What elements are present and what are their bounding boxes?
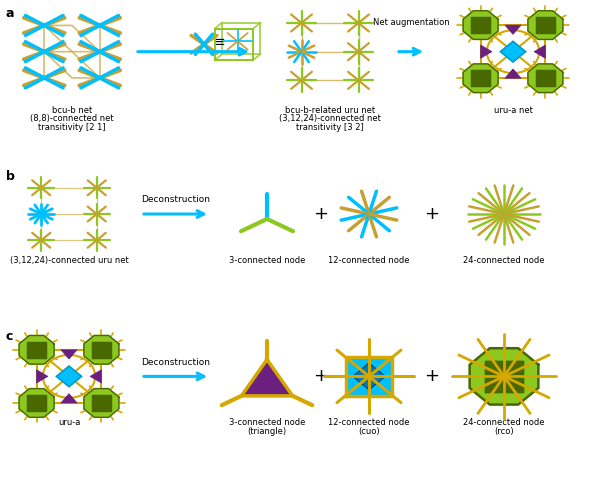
Polygon shape bbox=[353, 363, 385, 390]
Polygon shape bbox=[90, 370, 101, 383]
Polygon shape bbox=[534, 45, 545, 58]
Text: bcu-b-related uru net: bcu-b-related uru net bbox=[285, 106, 375, 115]
Text: (cuo): (cuo) bbox=[358, 427, 380, 435]
Text: b: b bbox=[6, 170, 15, 183]
Polygon shape bbox=[241, 360, 293, 396]
Text: (3,12,24)-connected uru net: (3,12,24)-connected uru net bbox=[10, 256, 128, 265]
Text: +: + bbox=[425, 205, 439, 223]
Polygon shape bbox=[27, 395, 46, 411]
Polygon shape bbox=[470, 348, 538, 404]
Text: Deconstruction: Deconstruction bbox=[140, 195, 210, 204]
Text: 24-connected node: 24-connected node bbox=[463, 256, 545, 265]
Text: uru-a: uru-a bbox=[58, 418, 80, 427]
Text: (8,8)-connected net: (8,8)-connected net bbox=[30, 114, 114, 123]
Polygon shape bbox=[19, 389, 54, 417]
Polygon shape bbox=[528, 11, 563, 39]
Polygon shape bbox=[27, 342, 46, 358]
Polygon shape bbox=[84, 389, 119, 417]
Polygon shape bbox=[471, 70, 490, 86]
Text: transitivity [3 2]: transitivity [3 2] bbox=[296, 123, 364, 131]
Polygon shape bbox=[37, 370, 48, 383]
Text: a: a bbox=[6, 7, 14, 20]
Polygon shape bbox=[505, 25, 521, 34]
Polygon shape bbox=[500, 41, 526, 62]
Text: bcu-b net: bcu-b net bbox=[52, 106, 92, 115]
Text: 3-connected node: 3-connected node bbox=[229, 418, 305, 427]
Text: (rco): (rco) bbox=[494, 427, 514, 435]
Text: 3-connected node: 3-connected node bbox=[229, 256, 305, 265]
Polygon shape bbox=[61, 394, 77, 403]
Text: Deconstruction: Deconstruction bbox=[140, 358, 210, 367]
Polygon shape bbox=[536, 70, 555, 86]
Polygon shape bbox=[481, 45, 492, 58]
Text: +: + bbox=[314, 368, 329, 385]
Text: transitivity [2 1]: transitivity [2 1] bbox=[38, 123, 106, 131]
Polygon shape bbox=[61, 350, 77, 359]
Polygon shape bbox=[346, 357, 392, 396]
Text: (3,12,24)-connected net: (3,12,24)-connected net bbox=[279, 114, 381, 123]
Text: Net augmentation: Net augmentation bbox=[373, 18, 449, 27]
Polygon shape bbox=[528, 64, 563, 92]
Polygon shape bbox=[536, 17, 555, 33]
Text: 24-connected node: 24-connected node bbox=[463, 418, 545, 427]
Polygon shape bbox=[84, 336, 119, 364]
Text: (triangle): (triangle) bbox=[247, 427, 287, 435]
Polygon shape bbox=[471, 17, 490, 33]
Text: 12-connected node: 12-connected node bbox=[328, 418, 410, 427]
Polygon shape bbox=[505, 69, 521, 78]
Polygon shape bbox=[463, 64, 498, 92]
Text: +: + bbox=[425, 368, 439, 385]
Text: c: c bbox=[6, 330, 13, 342]
Text: +: + bbox=[314, 205, 329, 223]
Text: 12-connected node: 12-connected node bbox=[328, 256, 410, 265]
Polygon shape bbox=[463, 11, 498, 39]
Polygon shape bbox=[19, 336, 54, 364]
Polygon shape bbox=[92, 395, 111, 411]
Polygon shape bbox=[485, 361, 523, 392]
Polygon shape bbox=[56, 366, 82, 387]
Text: ≡: ≡ bbox=[213, 35, 225, 49]
Polygon shape bbox=[92, 342, 111, 358]
Text: uru-a net: uru-a net bbox=[494, 106, 532, 115]
